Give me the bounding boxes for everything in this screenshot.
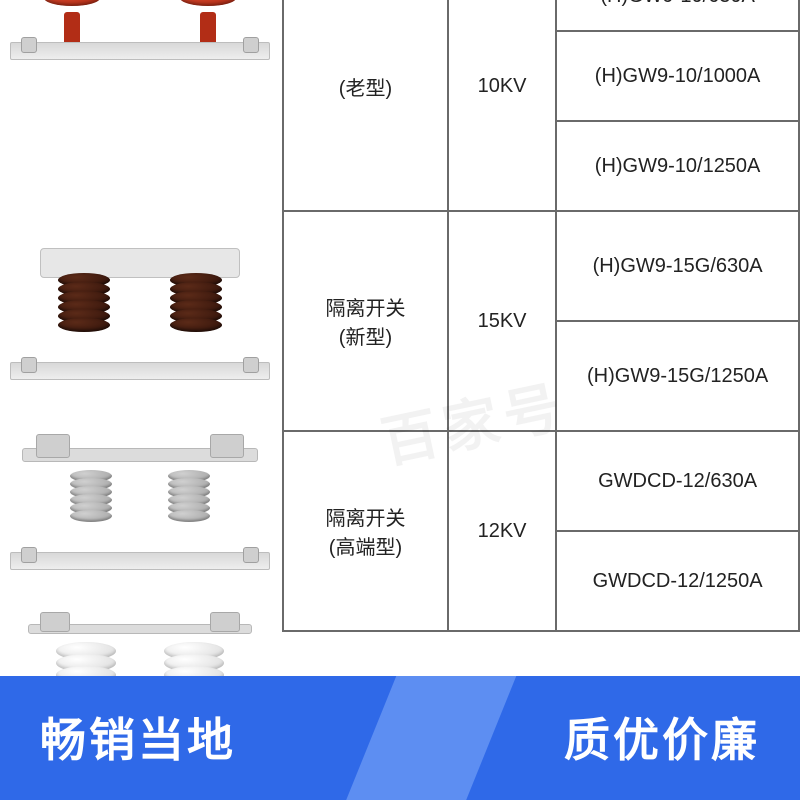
brown-insulator-icon	[58, 278, 110, 364]
grey-insulator-icon	[168, 474, 210, 554]
type-cell-highend: 隔离开关 (高端型)	[283, 431, 448, 631]
type-cell-new: 隔离开关 (新型)	[283, 211, 448, 431]
model-cell: (H)GW9-10/1000A	[556, 31, 799, 121]
model-cell: GWDCD-12/630A	[556, 431, 799, 531]
brown-insulator-icon	[170, 278, 222, 364]
type-sub: (老型)	[292, 72, 439, 101]
clamp-icon	[36, 434, 70, 458]
product-highend-grey	[10, 430, 270, 570]
promo-slash-icon	[328, 676, 529, 800]
mount-bar-icon	[10, 552, 270, 570]
voltage-cell: 10KV	[448, 0, 556, 211]
model-cell: GWDCD-12/1250A	[556, 531, 799, 631]
voltage-cell: 12KV	[448, 431, 556, 631]
type-label: 隔离开关	[325, 298, 405, 320]
mount-bar-icon	[10, 362, 270, 380]
type-label: 隔离开关	[325, 508, 405, 530]
grey-insulator-icon	[70, 474, 112, 554]
model-cell: (H)GW9-10/630A	[556, 0, 799, 31]
clamp-icon	[210, 434, 244, 458]
spec-table: (老型) 10KV (H)GW9-10/630A (H)GW9-10/1000A…	[282, 0, 800, 632]
product-new-type	[10, 240, 270, 380]
clamp-icon	[210, 612, 240, 632]
type-sub: (新型)	[292, 321, 439, 350]
promo-banner: 畅销当地 质优价廉	[0, 676, 800, 800]
type-cell-old: (老型)	[283, 0, 448, 211]
mount-bar-icon	[10, 42, 270, 60]
red-insulator-icon	[44, 0, 100, 44]
red-insulator-icon	[180, 0, 236, 44]
model-cell: (H)GW9-10/1250A	[556, 121, 799, 211]
clamp-icon	[40, 612, 70, 632]
promo-text-right: 质优价廉	[564, 704, 760, 770]
product-old-type	[10, 0, 270, 60]
voltage-cell: 15KV	[448, 211, 556, 431]
model-cell: (H)GW9-15G/1250A	[556, 321, 799, 431]
model-cell: (H)GW9-15G/630A	[556, 211, 799, 321]
promo-text-left: 畅销当地	[40, 704, 236, 770]
type-sub: (高端型)	[292, 531, 439, 560]
